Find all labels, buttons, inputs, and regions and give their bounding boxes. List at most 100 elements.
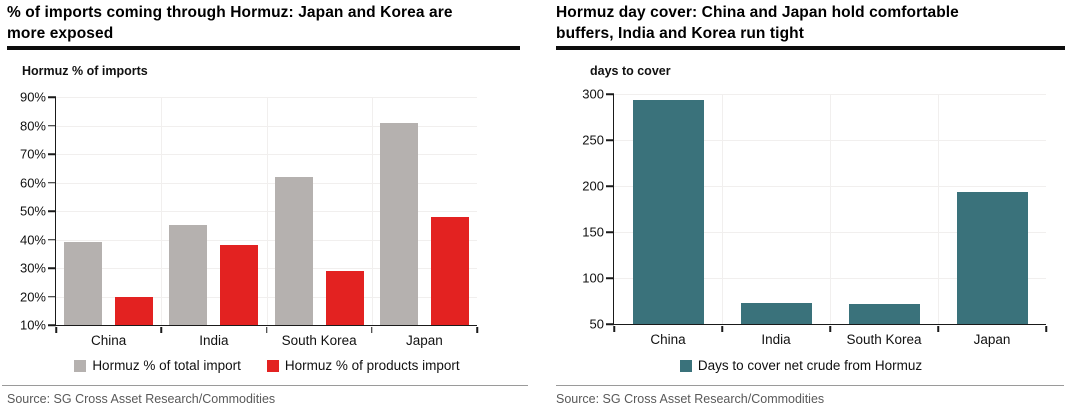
right-plot-area: 300 250 200 150 100 50 China India South Korea Ja… <box>582 87 1047 347</box>
left-chart-title-line2: more exposed <box>7 25 114 42</box>
bar-china-days-to-cover-net-crude-from-hormuz <box>632 100 704 324</box>
bar-india-hormuz-of-total-import <box>169 225 208 325</box>
category-slot-south-korea: South Korea <box>267 97 372 348</box>
left-plot-area: 90% 80% 70% 60% 50% 40% 30% 20% 10% China India Sou… <box>20 90 478 348</box>
x-gridline <box>266 97 268 325</box>
x-gridline <box>938 94 939 324</box>
bar-group-china <box>56 97 161 325</box>
x-gridline <box>161 97 163 325</box>
bar-japan-hormuz-of-total-import <box>379 122 418 325</box>
legend-label: Hormuz % of total import <box>92 358 241 373</box>
category-slot-india: India <box>161 97 266 348</box>
y-axis-tick <box>48 295 56 298</box>
y-tick-label: 100 <box>582 270 604 286</box>
x-gridline <box>371 97 373 325</box>
left-chart-title: % of imports coming through Hormuz: Japa… <box>7 2 519 44</box>
x-axis-tick <box>265 326 268 333</box>
x-category-label: India <box>761 332 791 347</box>
x-gridline <box>830 94 831 324</box>
right-chart-title: Hormuz day cover: China and Japan hold c… <box>556 2 1061 44</box>
bar-india-days-to-cover-net-crude-from-hormuz <box>740 302 812 324</box>
legend-label: Hormuz % of products import <box>284 358 460 373</box>
legend-item-hormuz-of-products-import: Hormuz % of products import <box>266 358 460 373</box>
bar-group-south-korea <box>830 94 938 324</box>
y-axis-tick <box>606 231 614 233</box>
category-slot-japan: Japan <box>372 97 477 348</box>
y-axis-tick <box>48 267 56 269</box>
left-source-text: Source: SG Cross Asset Research/Commodit… <box>7 392 276 406</box>
x-axis-tick <box>371 326 373 333</box>
x-axis-tick <box>160 326 162 333</box>
bar-japan-hormuz-of-products-import <box>430 216 469 325</box>
bar-group-china <box>614 94 722 324</box>
x-category-label: South Korea <box>846 332 922 347</box>
right-chart-title-line1: Hormuz day cover: China and Japan hold c… <box>556 4 959 21</box>
legend-swatch-icon <box>74 359 87 372</box>
y-tick-label: 150 <box>582 224 604 240</box>
legend-item-hormuz-of-total-import: Hormuz % of total import <box>74 358 241 373</box>
y-axis-tick <box>48 210 56 212</box>
left-chart-panel: % of imports coming through Hormuz: Japa… <box>0 2 534 406</box>
x-axis-tick <box>613 325 615 332</box>
bar-group-japan <box>372 97 477 325</box>
y-axis-tick <box>48 181 56 184</box>
bar-china-hormuz-of-total-import <box>64 242 103 325</box>
legend-label: Days to cover net crude from Hormuz <box>697 358 923 373</box>
y-tick-label: 10% <box>19 317 46 333</box>
category-slot-china: China <box>614 94 722 347</box>
x-category-label: China <box>650 332 686 347</box>
x-axis-tick <box>476 326 478 333</box>
x-category-label: China <box>90 333 127 348</box>
x-axis-tick <box>721 325 723 332</box>
y-axis-tick <box>606 93 614 95</box>
right-source-text: Source: SG Cross Asset Research/Commodit… <box>556 392 825 406</box>
y-tick-label: 20% <box>19 289 46 304</box>
x-category-label: South Korea <box>281 333 357 348</box>
y-axis-tick <box>606 277 614 279</box>
left-legend: Hormuz % of total import Hormuz % of prod… <box>0 358 534 373</box>
y-axis-tick <box>606 185 614 187</box>
x-gridline <box>722 94 723 324</box>
y-tick-label: 90% <box>19 89 46 105</box>
left-source-divider <box>2 385 528 386</box>
legend-item-days-to-cover-net-crude-from-hormuz: Days to cover net crude from Hormuz <box>679 358 923 373</box>
x-axis-tick <box>55 326 57 333</box>
bar-china-hormuz-of-products-import <box>115 296 154 325</box>
bar-south-korea-hormuz-of-total-import <box>274 176 313 325</box>
bar-group-india <box>161 97 266 325</box>
right-source-divider <box>556 385 1064 386</box>
right-y-axis-title: days to cover <box>590 64 671 78</box>
y-tick-label: 40% <box>19 232 46 247</box>
legend-swatch-icon <box>266 359 279 372</box>
bar-india-hormuz-of-products-import <box>220 245 259 325</box>
left-y-axis-title: Hormuz % of imports <box>22 64 148 78</box>
y-axis-tick <box>48 324 56 326</box>
x-axis-tick <box>937 325 939 332</box>
bar-south-korea-days-to-cover-net-crude-from-hormuz <box>848 303 920 324</box>
right-chart-panel: Hormuz day cover: China and Japan hold c… <box>534 0 1068 416</box>
y-axis-tick <box>48 96 56 98</box>
category-slot-china: China <box>56 97 161 348</box>
x-category-label: Japan <box>973 332 1011 347</box>
y-axis-tick <box>606 323 614 325</box>
bar-group-japan <box>938 94 1046 324</box>
x-axis-tick <box>1045 325 1047 332</box>
y-tick-label: 50% <box>19 203 46 219</box>
y-tick-label: 60% <box>19 175 46 190</box>
y-tick-label: 30% <box>19 260 46 276</box>
bar-south-korea-hormuz-of-products-import <box>325 270 364 325</box>
right-title-underline <box>556 46 1065 50</box>
y-tick-label: 80% <box>19 118 46 133</box>
x-category-label: India <box>199 333 229 348</box>
y-axis-tick <box>48 153 56 155</box>
y-axis-tick <box>606 139 614 141</box>
right-chart-title-line2: buffers, India and Korea run tight <box>556 25 804 42</box>
y-axis-tick <box>48 238 56 241</box>
left-chart-title-line1: % of imports coming through Hormuz: Japa… <box>7 4 453 21</box>
bar-group-india <box>722 94 830 324</box>
x-category-label: Japan <box>405 333 443 348</box>
bar-japan-days-to-cover-net-crude-from-hormuz <box>956 192 1028 324</box>
category-slot-japan: Japan <box>938 94 1046 347</box>
left-title-underline <box>7 46 520 50</box>
